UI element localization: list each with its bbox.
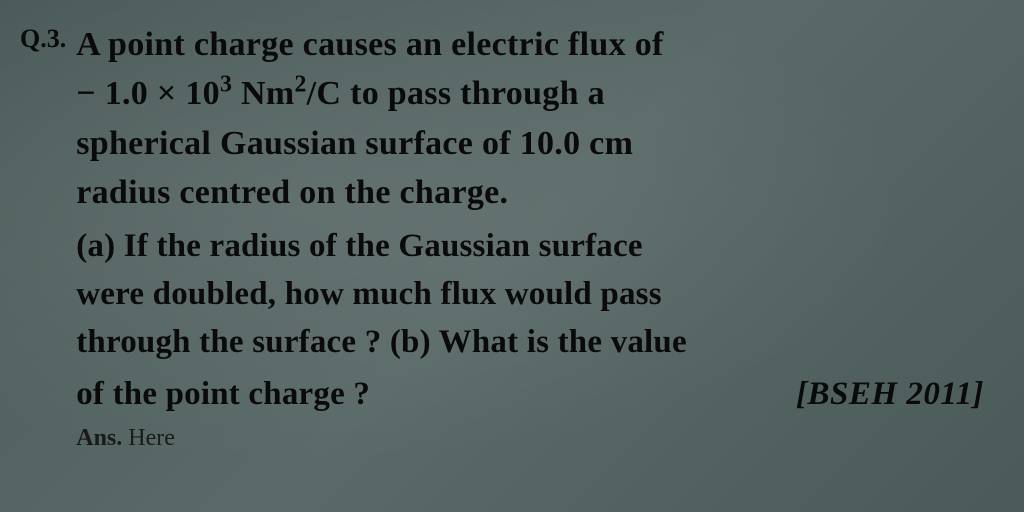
part-a-text-1: If the radius of the Gaussian surface [115, 228, 642, 264]
source-row: of the point charge ? [BSEH 2011] [76, 371, 984, 419]
question-number: Q.3. [20, 20, 66, 58]
part-b-label: (b) [390, 324, 431, 360]
part-a-text-3: through the surface ? [76, 324, 390, 360]
answer-label: Ans. [76, 425, 122, 451]
part-b-text: What is the value [431, 324, 687, 360]
flux-value: − 1.0 × 10 [76, 75, 220, 112]
question-stem: A point charge causes an electric flux o… [76, 20, 984, 217]
textbook-page: Q.3. A point charge causes an electric f… [20, 20, 984, 455]
flux-unit-exp: 2 [294, 72, 306, 98]
stem-line-3: spherical Gaussian surface of 10.0 cm [76, 125, 633, 162]
stem-line-4: radius centred on the charge. [76, 174, 508, 211]
part-a-text-2: were doubled, how much flux would pass [76, 276, 662, 312]
flux-unit-pre: Nm [232, 75, 294, 112]
answer-line: Ans. Here [76, 421, 984, 456]
stem-line-1: A point charge causes an electric flux o… [76, 26, 663, 63]
question-parts: (a) If the radius of the Gaussian surfac… [76, 223, 984, 418]
question-block: Q.3. A point charge causes an electric f… [20, 20, 984, 455]
answer-text: Here [122, 425, 175, 451]
part-b-text-2: of the point charge ? [76, 371, 370, 419]
part-a-label: (a) [76, 228, 115, 264]
question-source: [BSEH 2011] [796, 371, 984, 419]
question-body: A point charge causes an electric flux o… [76, 20, 984, 455]
flux-exponent: 3 [220, 72, 232, 98]
flux-unit-post: /C to pass through a [307, 75, 605, 112]
